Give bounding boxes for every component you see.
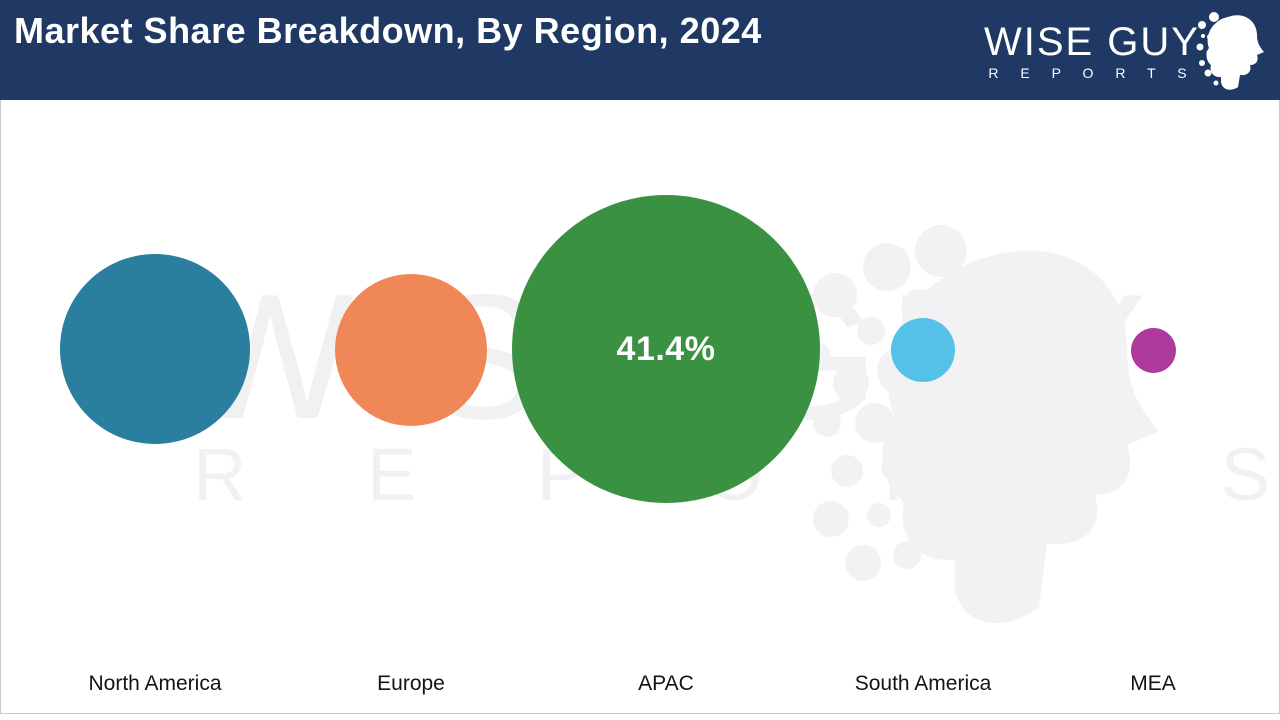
brand-logo-text: WISE GUY R E P O R T S bbox=[984, 21, 1200, 81]
category-label-south-america: South America bbox=[854, 672, 992, 695]
bubble-value-label: 41.4% bbox=[616, 329, 716, 368]
brand-logo: WISE GUY R E P O R T S bbox=[984, 8, 1268, 94]
page-title: Market Share Breakdown, By Region, 2024 bbox=[14, 10, 762, 51]
bubble-north-america bbox=[60, 254, 250, 444]
bubble-apac: 41.4% bbox=[512, 195, 820, 503]
bubble-mea bbox=[1130, 327, 1176, 373]
bubble-south-america bbox=[891, 318, 955, 382]
category-label-apac: APAC bbox=[638, 672, 694, 695]
watermark-head-icon bbox=[807, 225, 1159, 624]
category-label-mea: MEA bbox=[1130, 672, 1176, 695]
brand-head-icon bbox=[1196, 12, 1264, 90]
brand-name: WISE GUY bbox=[983, 20, 1200, 64]
category-label-north-america: North America bbox=[88, 672, 222, 695]
category-label-europe: Europe bbox=[377, 672, 445, 695]
bubble-chart: WISE GUY R E P O R T S North AmericaEuro… bbox=[0, 100, 1280, 714]
brand-subtitle: R E P O R T S bbox=[988, 65, 1196, 81]
header-bar: Market Share Breakdown, By Region, 2024 … bbox=[0, 0, 1280, 100]
bubble-europe bbox=[335, 274, 487, 426]
